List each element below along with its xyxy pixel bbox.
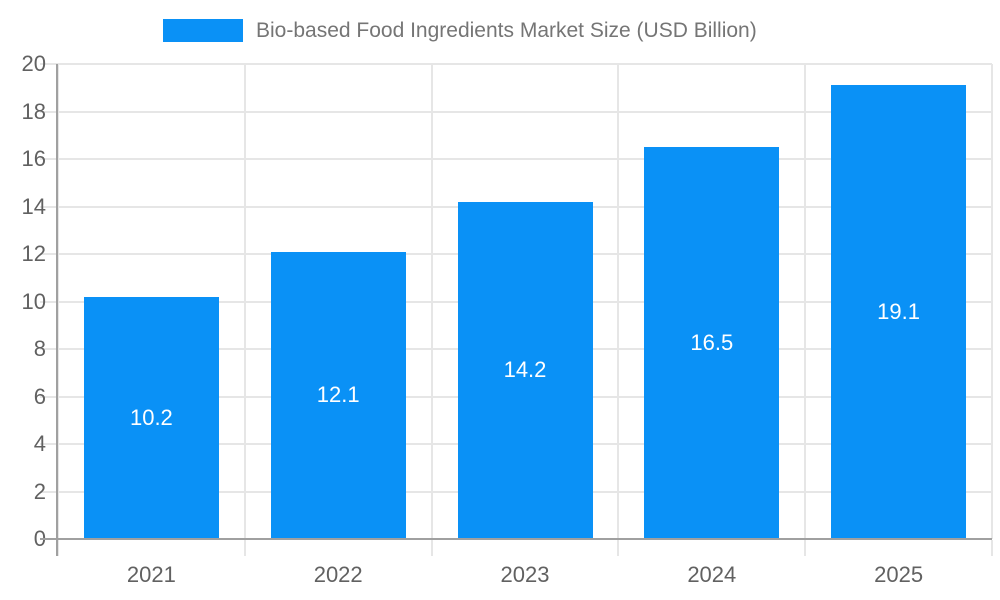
y-axis-line xyxy=(56,64,58,556)
horizontal-gridline xyxy=(58,63,992,65)
y-axis-tick xyxy=(40,443,58,445)
x-axis-tick xyxy=(804,540,807,556)
bar-2021: 10.2 xyxy=(83,296,219,539)
x-axis-tick xyxy=(991,540,993,556)
x-axis-tick xyxy=(57,540,59,556)
y-axis-tick xyxy=(40,110,58,113)
bar-value-label: 19.1 xyxy=(877,299,920,325)
legend-label: Bio-based Food Ingredients Market Size (… xyxy=(256,19,757,42)
x-axis-label: 2024 xyxy=(687,562,737,587)
y-axis-tick xyxy=(40,63,58,65)
y-axis-tick xyxy=(40,300,58,303)
bar-value-label: 14.2 xyxy=(503,357,547,383)
y-axis-label: 2 xyxy=(33,478,46,504)
x-axis-label: 2023 xyxy=(500,562,550,587)
bar-value-label: 16.5 xyxy=(690,330,734,356)
y-axis-label: 20 xyxy=(21,51,46,76)
y-axis-label: 8 xyxy=(33,336,46,361)
y-axis-tick xyxy=(40,253,58,255)
y-axis-label: 12 xyxy=(21,241,46,266)
legend-swatch xyxy=(163,19,243,42)
y-axis-label: 14 xyxy=(21,193,46,219)
bar-2025: 19.1 xyxy=(831,85,967,539)
bar-value-label: 10.2 xyxy=(129,404,173,430)
y-axis-tick xyxy=(40,158,58,160)
y-axis-label: 16 xyxy=(21,146,46,171)
bar-value-label: 12.1 xyxy=(316,382,360,408)
y-axis-label: 0 xyxy=(33,526,46,551)
horizontal-gridline xyxy=(58,158,992,160)
y-axis-tick xyxy=(40,395,58,398)
bar-2022: 12.1 xyxy=(270,251,406,539)
y-axis-tick xyxy=(40,348,58,350)
y-axis-label: 6 xyxy=(33,383,46,409)
y-axis-label: 18 xyxy=(21,98,46,124)
x-axis-line xyxy=(40,538,992,540)
y-axis-label: 4 xyxy=(33,431,46,456)
y-axis-label: 10 xyxy=(21,288,46,314)
legend-item[interactable]: Bio-based Food Ingredients Market Size (… xyxy=(163,19,757,42)
x-axis-label: 2021 xyxy=(126,562,176,587)
bar-2024: 16.5 xyxy=(644,147,780,539)
horizontal-gridline xyxy=(58,110,992,113)
x-axis-label: 2022 xyxy=(313,562,363,587)
x-axis-tick xyxy=(243,540,246,556)
vertical-gridline xyxy=(991,64,993,539)
y-axis-tick xyxy=(40,205,58,208)
x-axis-tick xyxy=(430,540,433,556)
x-axis-tick xyxy=(617,540,620,556)
y-axis-tick xyxy=(40,490,58,493)
bar-2023: 14.2 xyxy=(457,201,593,539)
x-axis-label: 2025 xyxy=(874,562,924,587)
